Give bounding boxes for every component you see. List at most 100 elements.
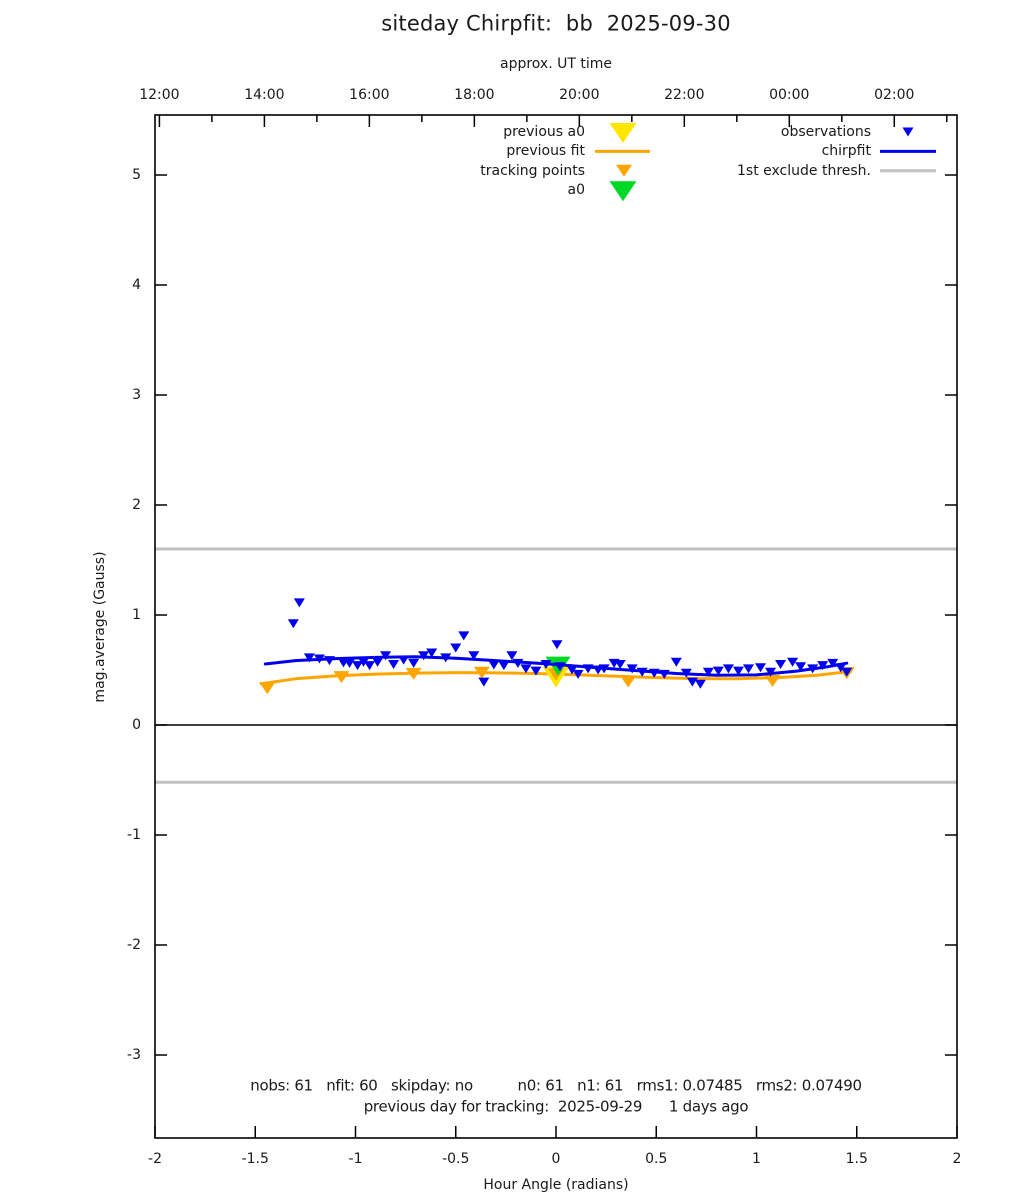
tracking-point — [473, 666, 490, 679]
observation-point — [827, 658, 839, 668]
legend-label-previous-fit: previous fit — [506, 143, 585, 160]
observation-point — [287, 619, 299, 629]
observation-point — [636, 667, 648, 677]
observation-point — [488, 660, 500, 670]
chart-title: siteday Chirpfit: bb 2025-09-30 — [381, 11, 731, 36]
observation-point — [648, 668, 660, 678]
observation-point — [380, 651, 392, 661]
observation-point — [626, 664, 638, 674]
observation-point — [658, 669, 670, 679]
top-tick-label: 20:00 — [559, 87, 600, 103]
y-tick-label: -3 — [127, 1047, 141, 1063]
x-axis-label: Hour Angle (radians) — [483, 1177, 629, 1193]
observation-point — [566, 665, 578, 675]
observation-point — [440, 653, 452, 663]
x-tick-label: -1 — [348, 1151, 363, 1167]
plot-border — [154, 114, 958, 1139]
top-tick-label: 00:00 — [769, 87, 810, 103]
observation-point — [787, 657, 799, 667]
observation-point — [554, 662, 566, 672]
observation-point — [680, 668, 692, 678]
observation-point — [388, 660, 400, 669]
observation-point — [582, 664, 594, 674]
y-axis-label: mag.average (Gauss) — [92, 551, 108, 703]
observation-point — [450, 643, 462, 653]
y-tick-label: 4 — [132, 277, 141, 293]
legend-label-previous-a0: previous a0 — [503, 124, 585, 140]
stats-line-1: nobs: 61 nfit: 60 skipday: no n0: 61 n1:… — [250, 1076, 862, 1095]
observation-point — [313, 654, 325, 664]
observation-point — [426, 648, 438, 658]
y-tick-label: 5 — [132, 167, 141, 183]
x-tick-label: 0 — [551, 1151, 561, 1167]
top-tick-label: 12:00 — [139, 87, 180, 103]
observation-point — [742, 664, 754, 674]
observation-point — [408, 658, 420, 668]
observation-point — [732, 666, 744, 676]
observation-point — [372, 657, 384, 667]
observation-point — [795, 662, 807, 672]
stats-line-2: previous day for tracking: 2025-09-29 1 … — [363, 1097, 749, 1116]
legend-triangle-sample — [902, 127, 914, 137]
legend-label-a0: a0 — [567, 182, 586, 199]
observation-point — [458, 631, 470, 641]
tracking-point — [259, 682, 276, 695]
y-tick-label: 1 — [132, 607, 141, 623]
top-axis-label: approx. UT time — [500, 56, 612, 72]
y-tick-label: 2 — [132, 497, 141, 513]
observation-point — [598, 664, 610, 674]
observation-point — [572, 669, 584, 679]
observation-point — [702, 667, 714, 677]
observation-point — [670, 657, 682, 667]
observation-point — [468, 651, 480, 661]
x-tick-label: 1 — [752, 1151, 761, 1167]
observation-point — [398, 655, 410, 665]
observation-point — [478, 677, 490, 687]
x-tick-label: 0.5 — [645, 1151, 668, 1167]
tracking-point — [405, 667, 422, 680]
observation-point — [686, 677, 698, 687]
observation-point — [506, 651, 518, 661]
observation-point — [530, 666, 542, 676]
legend-label-tracking-points: tracking points — [480, 162, 585, 179]
y-tick-label: -2 — [127, 937, 141, 953]
y-tick-label: 0 — [132, 717, 141, 733]
observation-point — [540, 660, 552, 669]
top-tick-label: 14:00 — [244, 87, 285, 103]
x-tick-label: 1.5 — [845, 1151, 868, 1167]
observation-point — [358, 657, 370, 667]
observation-point — [293, 598, 305, 608]
observation-point — [817, 661, 829, 671]
observation-point — [712, 666, 724, 676]
observation-point — [303, 653, 315, 663]
x-tick-label: -1.5 — [241, 1151, 269, 1167]
observation-point — [520, 664, 532, 674]
legend-label-observations: observations — [780, 124, 871, 140]
observation-point — [551, 640, 563, 650]
legend-triangle-sample — [616, 164, 632, 177]
tracking-point — [764, 675, 781, 687]
observation-point — [694, 679, 706, 689]
top-tick-label: 16:00 — [349, 87, 390, 103]
y-tick-label: -1 — [127, 827, 141, 843]
observation-point — [765, 667, 777, 677]
y-tick-label: 3 — [132, 387, 141, 403]
observation-point — [755, 663, 767, 673]
legend-triangle-sample — [609, 181, 637, 202]
x-tick-label: 2 — [952, 1151, 962, 1167]
legend-label-chirpfit: chirpfit — [821, 143, 871, 160]
tracking-point — [620, 675, 637, 688]
observation-point — [841, 667, 853, 677]
observation-point — [418, 651, 430, 661]
observation-point — [722, 664, 734, 674]
top-tick-label: 22:00 — [664, 87, 705, 103]
top-tick-label: 18:00 — [454, 87, 495, 103]
observation-point — [498, 661, 510, 671]
x-tick-label: -2 — [148, 1151, 162, 1167]
observation-point — [775, 660, 787, 669]
x-tick-label: -0.5 — [442, 1151, 470, 1167]
tracking-point — [333, 671, 350, 684]
observation-point — [512, 658, 524, 668]
observation-point — [352, 661, 364, 671]
